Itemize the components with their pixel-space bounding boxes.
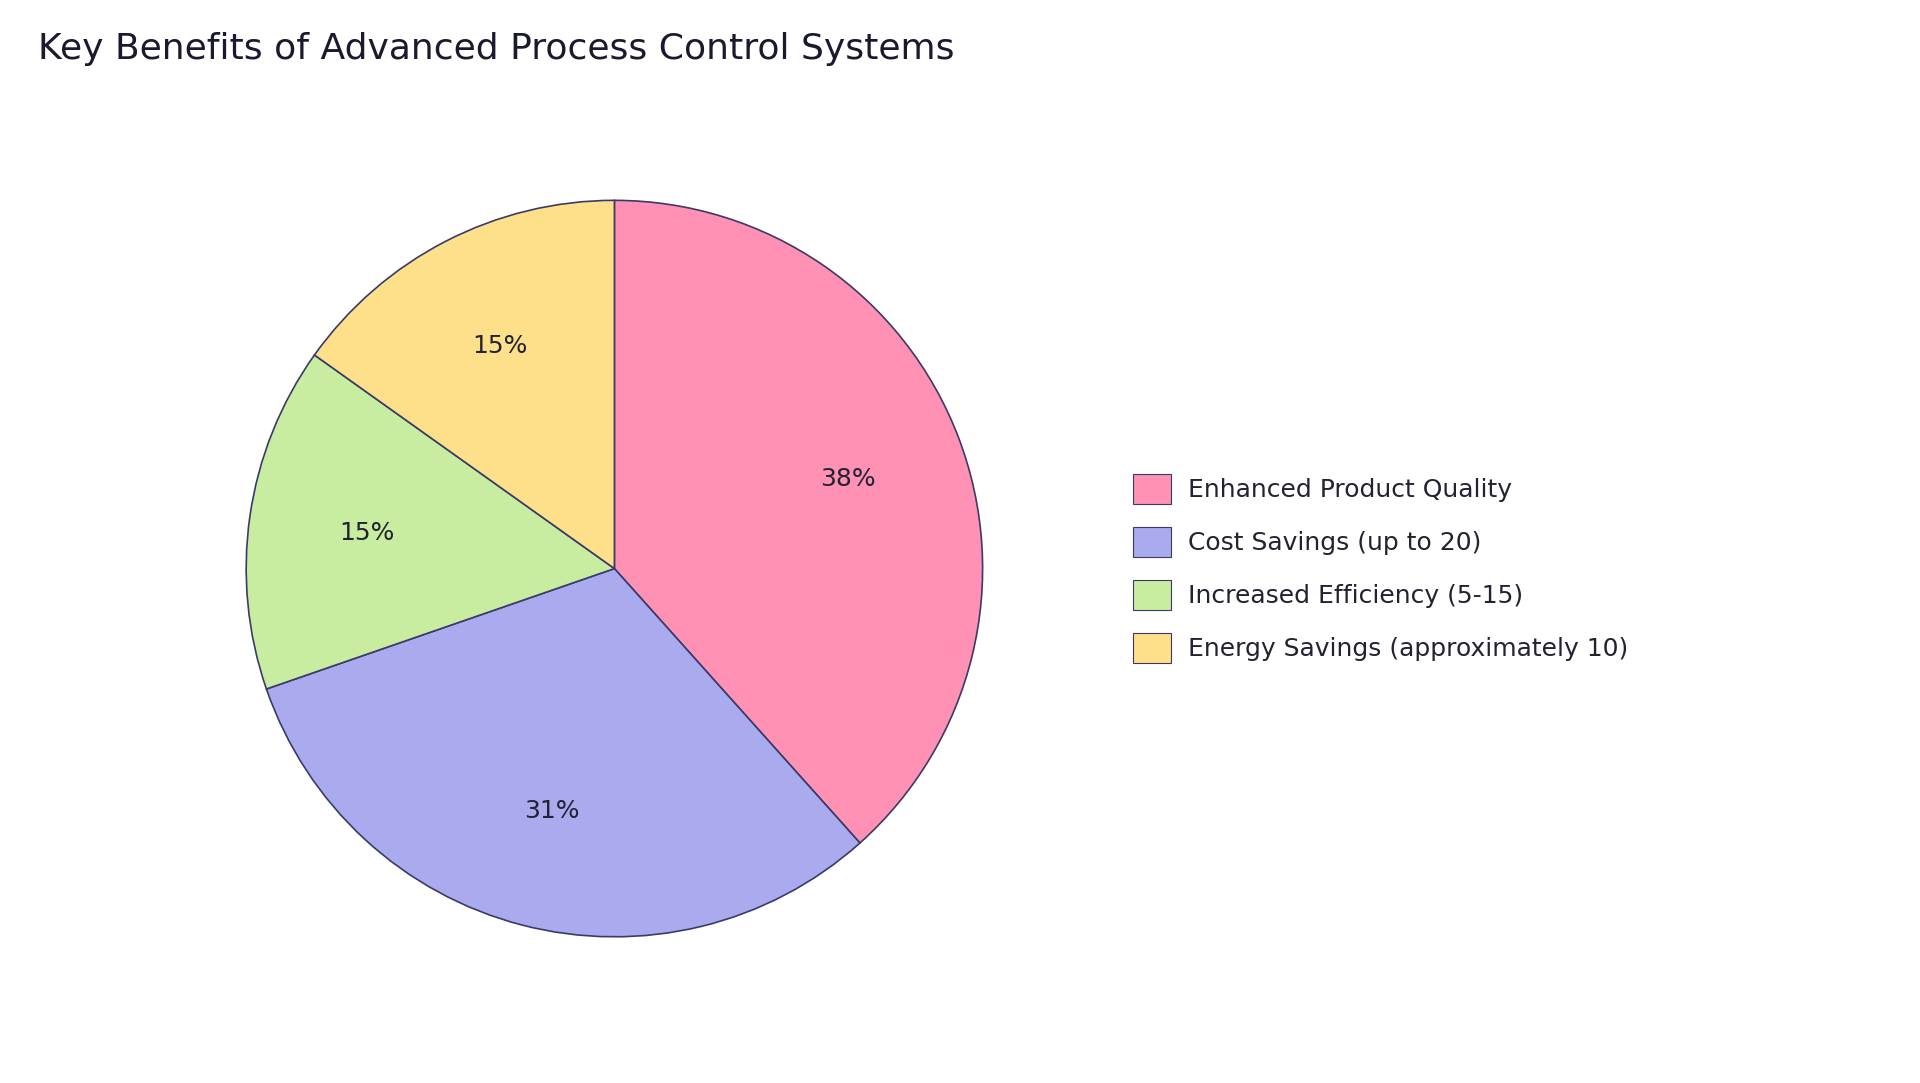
Wedge shape xyxy=(315,200,614,569)
Text: 31%: 31% xyxy=(524,799,580,823)
Text: 38%: 38% xyxy=(820,467,876,492)
Wedge shape xyxy=(267,569,860,937)
Wedge shape xyxy=(614,200,983,843)
Text: 15%: 15% xyxy=(472,334,528,358)
Wedge shape xyxy=(246,355,614,689)
Text: Key Benefits of Advanced Process Control Systems: Key Benefits of Advanced Process Control… xyxy=(38,32,954,66)
Legend: Enhanced Product Quality, Cost Savings (up to 20), Increased Efficiency (5-15), : Enhanced Product Quality, Cost Savings (… xyxy=(1133,474,1628,663)
Text: 15%: 15% xyxy=(338,521,394,545)
